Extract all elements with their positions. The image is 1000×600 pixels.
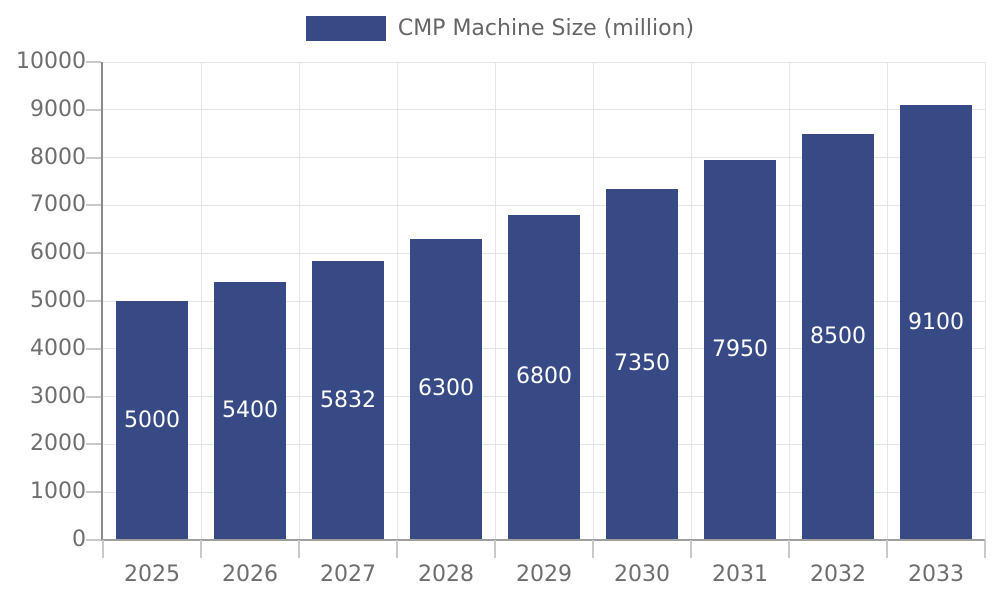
bar bbox=[410, 238, 482, 540]
bar-value-label: 5832 bbox=[320, 387, 376, 413]
chart-legend[interactable]: CMP Machine Size (million) bbox=[0, 16, 1000, 41]
y-tick bbox=[86, 300, 101, 302]
y-tick bbox=[86, 156, 101, 159]
gridline-vertical bbox=[886, 62, 888, 540]
plot-area: 5000 5400 5832 6300 6800 7350 7950 8500 9100 0 100… bbox=[16, 49, 986, 587]
gridline-vertical bbox=[592, 62, 594, 540]
bar bbox=[508, 214, 580, 540]
y-tick-label: 3000 bbox=[30, 383, 86, 409]
x-tick-label: 2025 bbox=[124, 562, 180, 587]
gridline-vertical bbox=[494, 62, 496, 540]
y-tick bbox=[86, 204, 101, 207]
y-tick bbox=[86, 539, 101, 541]
bar-value-label: 5400 bbox=[222, 397, 278, 423]
x-tick bbox=[200, 540, 202, 558]
gridline-vertical bbox=[984, 62, 986, 540]
x-tick bbox=[102, 540, 104, 558]
gridline-vertical bbox=[788, 62, 790, 540]
bar-value-label: 6800 bbox=[516, 364, 572, 390]
gridline-vertical bbox=[298, 62, 300, 540]
bar bbox=[704, 160, 776, 540]
bar-value-label: 9100 bbox=[908, 309, 964, 335]
x-axis-line bbox=[86, 539, 985, 541]
bar bbox=[606, 188, 678, 540]
gridline-horizontal bbox=[103, 157, 985, 159]
x-tick bbox=[984, 540, 986, 558]
y-tick-label: 6000 bbox=[30, 240, 86, 266]
y-tick bbox=[86, 252, 101, 255]
x-tick bbox=[788, 540, 790, 558]
gridline-horizontal bbox=[103, 61, 985, 63]
gridline-horizontal bbox=[103, 204, 985, 206]
x-tick-label: 2029 bbox=[516, 562, 572, 587]
y-tick bbox=[86, 443, 101, 446]
gridline-horizontal bbox=[103, 109, 985, 111]
y-tick bbox=[86, 491, 101, 494]
bar-value-label: 7950 bbox=[712, 336, 768, 362]
bar-value-label: 8500 bbox=[810, 323, 866, 349]
y-tick-label: 5000 bbox=[30, 288, 86, 313]
bar bbox=[214, 281, 286, 540]
x-tick bbox=[494, 540, 496, 558]
bar-value-label: 5000 bbox=[124, 407, 180, 433]
bar-value-label: 6300 bbox=[418, 376, 474, 402]
y-tick-label: 7000 bbox=[30, 192, 86, 218]
y-tick-label: 2000 bbox=[30, 431, 86, 457]
gridline-vertical bbox=[200, 62, 202, 540]
gridline-vertical bbox=[396, 62, 398, 540]
y-tick-label: 8000 bbox=[30, 144, 86, 170]
y-tick-label: 4000 bbox=[30, 335, 86, 361]
x-tick bbox=[396, 540, 398, 558]
gridline-vertical bbox=[690, 62, 692, 540]
x-tick-label: 2031 bbox=[712, 562, 768, 587]
bar bbox=[900, 105, 972, 540]
x-tick-label: 2030 bbox=[614, 562, 670, 587]
legend-label: CMP Machine Size (million) bbox=[397, 16, 695, 41]
x-tick bbox=[690, 540, 692, 558]
bar-value-label: 7350 bbox=[614, 351, 670, 377]
y-tick-label: 1000 bbox=[30, 479, 86, 505]
x-tick bbox=[592, 540, 594, 558]
x-tick bbox=[886, 540, 888, 558]
y-tick bbox=[86, 108, 101, 111]
x-tick bbox=[298, 540, 300, 558]
x-tick-label: 2026 bbox=[222, 562, 278, 587]
x-tick-label: 2032 bbox=[810, 562, 866, 587]
x-tick-label: 2028 bbox=[418, 562, 474, 587]
x-tick-label: 2027 bbox=[320, 562, 376, 587]
y-tick bbox=[86, 395, 101, 398]
legend-swatch bbox=[305, 16, 386, 41]
y-tick-label: 9000 bbox=[30, 96, 86, 122]
bar bbox=[312, 261, 384, 540]
bar bbox=[116, 301, 188, 540]
y-tick bbox=[86, 347, 101, 350]
x-tick-label: 2033 bbox=[908, 562, 964, 587]
y-axis-line bbox=[101, 62, 103, 540]
y-tick bbox=[86, 61, 101, 63]
y-tick-label: 10000 bbox=[16, 49, 86, 74]
bar bbox=[802, 133, 874, 540]
y-tick-label: 0 bbox=[72, 527, 86, 552]
